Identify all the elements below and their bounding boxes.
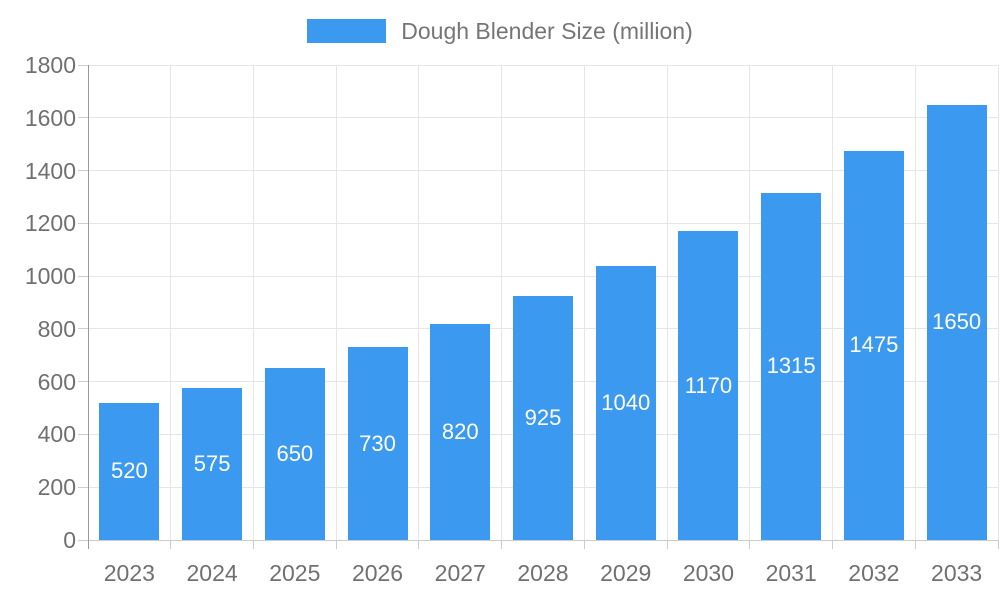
y-tick-label: 200 (37, 474, 76, 501)
bar-value-label: 1315 (766, 353, 816, 379)
x-axis-tick (583, 540, 585, 549)
legend-swatch (307, 19, 387, 43)
y-axis-tick (78, 486, 88, 488)
y-axis-tick (78, 222, 88, 224)
v-gridline (749, 65, 751, 540)
x-tick-label: 2026 (351, 560, 404, 586)
bar-value-label: 820 (441, 418, 479, 444)
v-gridline (666, 65, 668, 540)
plot-area: 520 575 650 730 820 925 1040 1170 1315 1475 1650 (88, 64, 999, 541)
bar-2023[interactable] (99, 402, 160, 540)
bar-2030[interactable] (678, 231, 739, 540)
bar-value-label: 575 (193, 451, 231, 477)
v-gridline (997, 65, 999, 540)
legend-item[interactable]: Dough Blender Size (million) (307, 17, 693, 45)
bar-2028[interactable] (513, 295, 573, 540)
y-tick-label: 400 (37, 421, 76, 448)
x-axis-tick (335, 540, 337, 549)
x-axis-tick (997, 540, 999, 549)
x-axis-tick (749, 540, 751, 549)
legend: Dough Blender Size (million) (0, 14, 1000, 48)
h-gridline (88, 275, 998, 277)
y-axis-tick (78, 328, 88, 330)
bar-2032[interactable] (843, 150, 904, 540)
v-gridline (170, 65, 172, 540)
bar-2033[interactable] (926, 104, 987, 540)
y-axis-tick (78, 539, 88, 541)
y-tick-label: 800 (37, 315, 76, 342)
v-gridline (832, 65, 834, 540)
x-axis-tick (832, 540, 834, 549)
bar-value-label: 520 (111, 458, 148, 484)
v-gridline (252, 65, 254, 540)
bar-value-label: 1040 (601, 389, 651, 415)
legend-label: Dough Blender Size (million) (401, 17, 693, 44)
y-axis-tick (78, 117, 88, 119)
x-tick-label: 2023 (103, 560, 155, 586)
bar-value-label: 1650 (932, 309, 982, 335)
x-axis-tick (501, 540, 503, 549)
bar-2029[interactable] (595, 265, 656, 540)
bar-2027[interactable] (430, 323, 491, 540)
bar-2024[interactable] (182, 388, 243, 540)
y-tick-label: 1800 (24, 52, 76, 78)
v-gridline (583, 65, 585, 540)
y-tick-label: 1000 (24, 263, 76, 290)
v-gridline (914, 65, 916, 540)
y-tick-label: 1600 (24, 104, 76, 131)
x-tick-label: 2024 (186, 560, 238, 586)
bar-value-label: 1170 (684, 372, 733, 398)
h-gridline (88, 64, 998, 66)
x-tick-label: 2030 (682, 560, 735, 586)
v-gridline (418, 65, 420, 540)
h-gridline (88, 117, 998, 119)
y-tick-label: 1400 (24, 157, 76, 184)
y-axis-tick (78, 170, 88, 172)
v-gridline (501, 65, 503, 540)
bar-2025[interactable] (264, 368, 325, 540)
x-axis-line (88, 540, 998, 541)
x-tick-label: 2031 (765, 560, 817, 586)
x-tick-label: 2025 (269, 560, 321, 586)
x-tick-label: 2027 (434, 560, 486, 586)
bar-2031[interactable] (761, 193, 822, 540)
x-axis-tick (252, 540, 254, 549)
y-axis-tick (78, 381, 88, 383)
h-gridline (88, 170, 998, 172)
y-tick-label: 1200 (24, 210, 76, 237)
y-axis-tick (78, 275, 88, 277)
x-axis-tick (170, 540, 172, 549)
x-tick-label: 2028 (517, 560, 569, 586)
bar-value-label: 1475 (849, 332, 899, 358)
bar-value-label: 730 (359, 430, 396, 456)
x-axis-tick (418, 540, 420, 549)
x-axis-tick (666, 540, 668, 549)
bar-2026[interactable] (347, 347, 408, 540)
y-tick-label: 0 (63, 527, 76, 553)
h-gridline (88, 222, 998, 224)
v-gridline (335, 65, 337, 540)
y-axis-tick (78, 433, 88, 435)
x-tick-label: 2032 (848, 560, 900, 586)
x-tick-label: 2029 (600, 560, 652, 586)
bar-value-label: 650 (276, 441, 314, 467)
y-tick-label: 600 (37, 368, 76, 395)
bar-value-label: 925 (524, 404, 562, 430)
x-tick-label: 2033 (931, 560, 983, 586)
y-axis-line (88, 65, 89, 549)
x-axis-tick (914, 540, 916, 549)
y-axis-tick (78, 64, 88, 66)
